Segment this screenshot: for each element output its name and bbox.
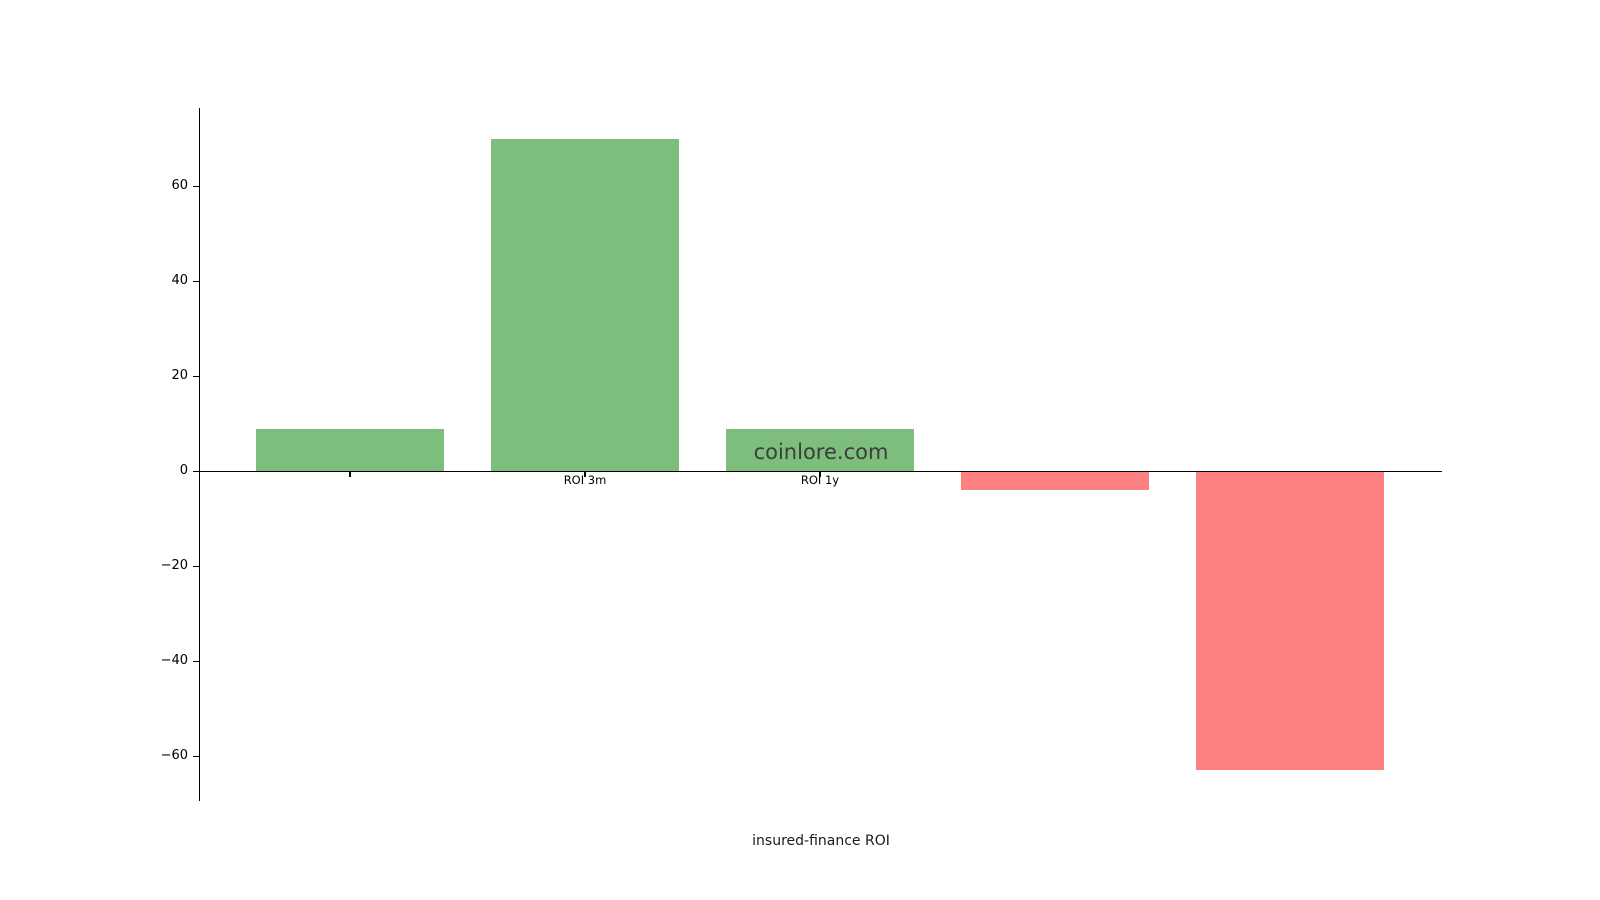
x-tick xyxy=(349,471,351,478)
watermark: coinlore.com xyxy=(753,440,889,464)
bar-ROI 1y xyxy=(726,428,914,472)
chart-title: insured-finance ROI xyxy=(752,833,890,849)
y-tick xyxy=(192,565,199,568)
bar-unlabeled-4 xyxy=(1196,471,1384,770)
y-tick-label: 60 xyxy=(171,178,188,194)
x-axis xyxy=(198,470,1442,473)
y-tick xyxy=(192,280,199,283)
y-axis xyxy=(198,108,200,801)
bar-ROI 3m xyxy=(491,139,679,472)
y-tick xyxy=(192,375,199,378)
y-tick-label: −40 xyxy=(160,653,188,669)
y-tick-label: −20 xyxy=(160,558,188,574)
bar-unlabeled-3 xyxy=(961,471,1149,490)
y-tick xyxy=(192,470,199,473)
y-tick-label: 40 xyxy=(171,273,188,289)
y-tick-label: −60 xyxy=(160,748,188,764)
y-tick xyxy=(192,185,199,188)
x-tick xyxy=(819,471,821,478)
x-tick-label: ROI 1y xyxy=(800,473,840,488)
y-tick-label: 20 xyxy=(171,368,188,384)
bar-unlabeled-0 xyxy=(256,428,444,472)
x-tick-label: ROI 3m xyxy=(563,473,607,488)
y-tick-label: 0 xyxy=(179,463,188,479)
y-tick xyxy=(192,755,199,758)
x-tick xyxy=(584,471,586,478)
y-tick xyxy=(192,660,199,663)
